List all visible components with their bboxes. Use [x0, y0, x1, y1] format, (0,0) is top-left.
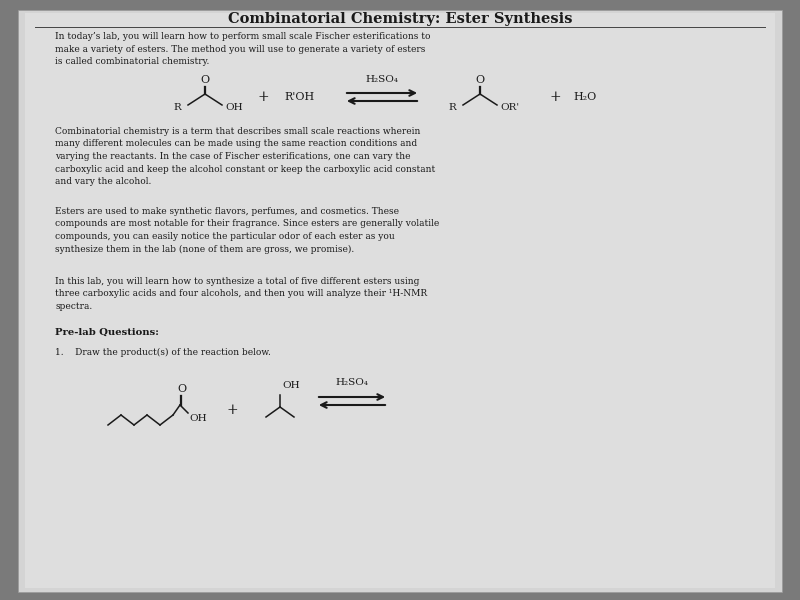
Text: Combinatorial Chemistry: Ester Synthesis: Combinatorial Chemistry: Ester Synthesis — [228, 12, 572, 26]
Text: OH: OH — [189, 414, 206, 423]
Text: +: + — [226, 403, 238, 417]
Text: H₂SO₄: H₂SO₄ — [366, 75, 398, 84]
Text: +: + — [549, 90, 561, 104]
Text: O: O — [201, 75, 210, 85]
Text: H₂SO₄: H₂SO₄ — [335, 378, 369, 387]
Text: 1.    Draw the product(s) of the reaction below.: 1. Draw the product(s) of the reaction b… — [55, 348, 271, 357]
FancyBboxPatch shape — [18, 10, 782, 592]
Text: In this lab, you will learn how to synthesize a total of five different esters u: In this lab, you will learn how to synth… — [55, 277, 427, 311]
Text: R: R — [448, 103, 456, 112]
Text: R'OH: R'OH — [285, 92, 315, 102]
Text: H₂O: H₂O — [574, 92, 597, 102]
Text: In today’s lab, you will learn how to perform small scale Fischer esterification: In today’s lab, you will learn how to pe… — [55, 32, 430, 66]
Text: OH: OH — [282, 381, 300, 390]
Text: OR': OR' — [500, 103, 519, 112]
Text: OH: OH — [225, 103, 242, 112]
Text: R: R — [174, 103, 181, 112]
Text: O: O — [475, 75, 485, 85]
Text: Esters are used to make synthetic flavors, perfumes, and cosmetics. These
compou: Esters are used to make synthetic flavor… — [55, 207, 439, 254]
Text: +: + — [257, 90, 269, 104]
Text: Pre-lab Questions:: Pre-lab Questions: — [55, 328, 159, 337]
Text: Combinatorial chemistry is a term that describes small scale reactions wherein
m: Combinatorial chemistry is a term that d… — [55, 127, 435, 186]
FancyBboxPatch shape — [25, 13, 775, 588]
Text: O: O — [178, 384, 186, 394]
